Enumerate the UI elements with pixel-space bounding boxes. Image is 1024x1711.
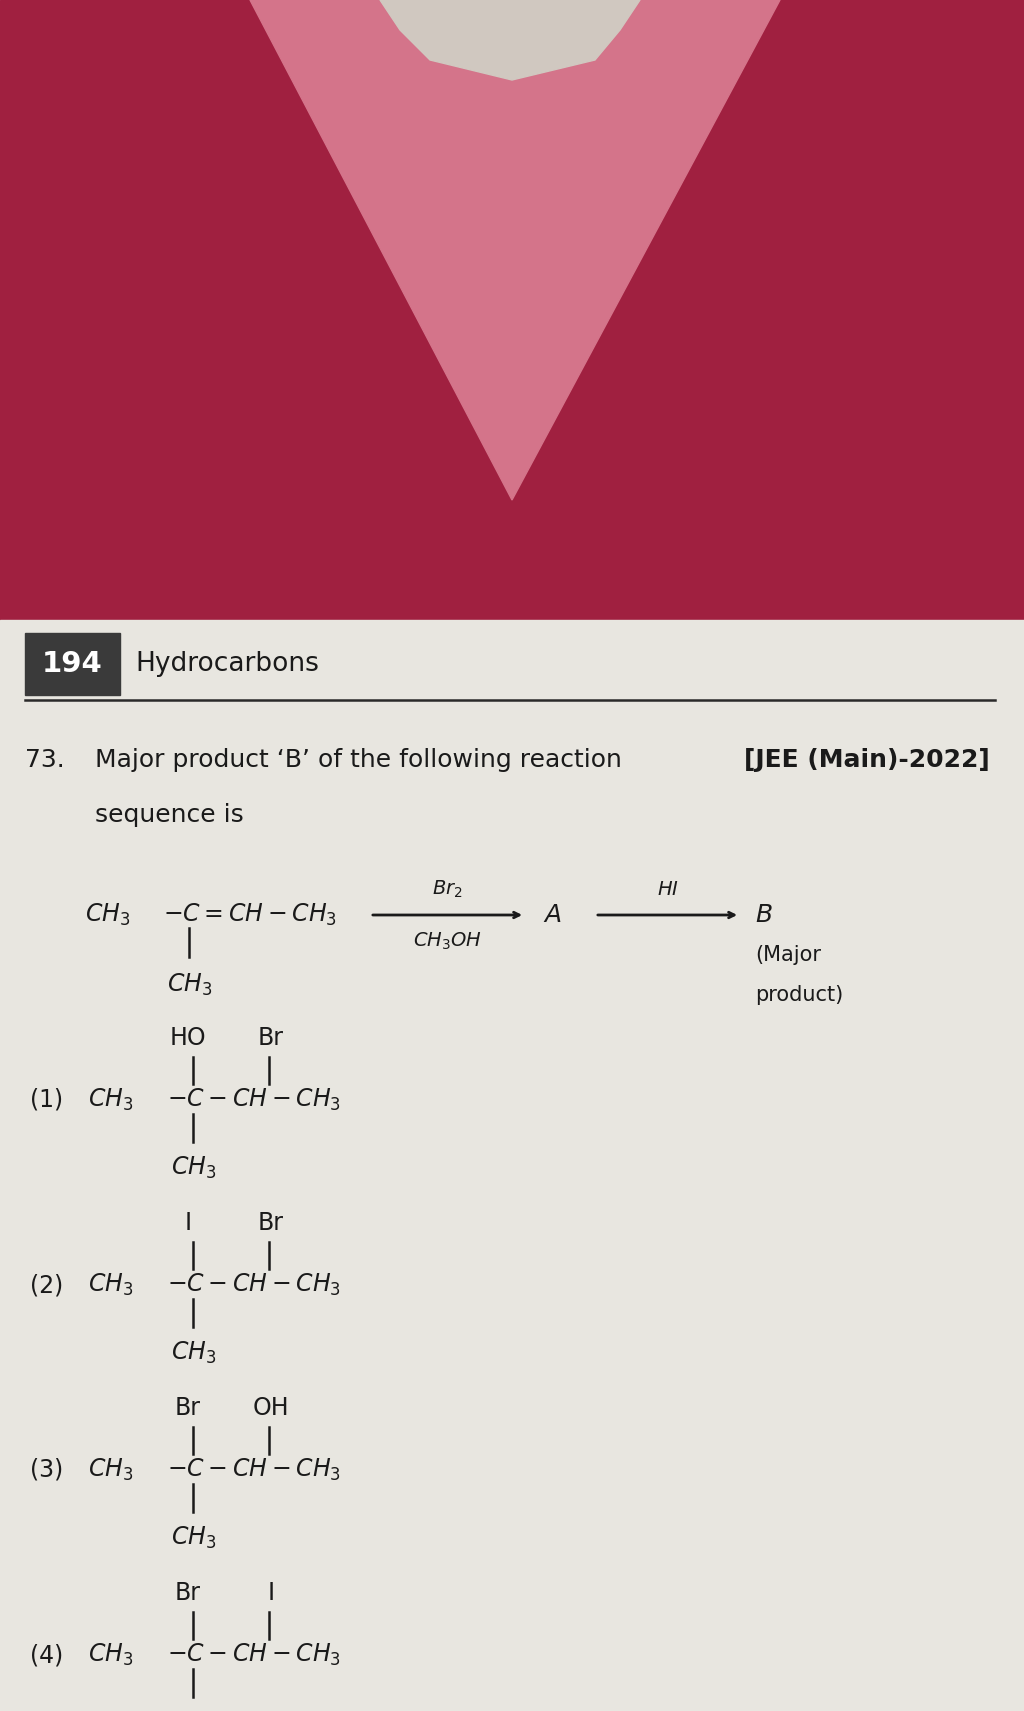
Text: $CH_3$: $CH_3$ (171, 1340, 216, 1365)
Text: (2): (2) (30, 1273, 63, 1297)
Text: 194: 194 (42, 650, 102, 678)
Text: $-C-CH-CH_3$: $-C-CH-CH_3$ (167, 1456, 341, 1483)
Text: $CH_3$: $CH_3$ (88, 1271, 133, 1299)
Text: (Major: (Major (755, 944, 821, 965)
Text: $Br_2$: $Br_2$ (432, 878, 463, 900)
Polygon shape (380, 0, 640, 80)
Text: OH: OH (253, 1396, 290, 1420)
Text: Hydrocarbons: Hydrocarbons (135, 650, 318, 678)
Text: (1): (1) (30, 1088, 63, 1112)
Text: $-C-CH-CH_3$: $-C-CH-CH_3$ (167, 1271, 341, 1299)
Text: $CH_3$: $CH_3$ (171, 1525, 216, 1552)
Text: $CH_3$: $CH_3$ (88, 1456, 133, 1483)
Text: $CH_3$: $CH_3$ (171, 1155, 216, 1181)
Text: Br: Br (258, 1211, 284, 1235)
Text: Br: Br (258, 1027, 284, 1051)
Text: $-C-CH-CH_3$: $-C-CH-CH_3$ (167, 1086, 341, 1114)
Text: $B$: $B$ (755, 903, 773, 927)
Text: $CH_3$: $CH_3$ (88, 1643, 133, 1668)
Bar (0, 0, 1024, 650)
Text: Br: Br (175, 1581, 201, 1605)
Text: (4): (4) (30, 1643, 63, 1667)
Text: I: I (184, 1211, 191, 1235)
Polygon shape (250, 0, 780, 500)
Text: $CH_3$: $CH_3$ (167, 972, 212, 998)
Text: Major product ‘B’ of the following reaction: Major product ‘B’ of the following react… (95, 748, 622, 772)
Text: $CH_3OH$: $CH_3OH$ (413, 931, 482, 951)
Text: $CH_3$: $CH_3$ (88, 1086, 133, 1114)
Text: $-C-CH-CH_3$: $-C-CH-CH_3$ (167, 1643, 341, 1668)
Bar (25, 633, 120, 695)
Text: $HI$: $HI$ (656, 879, 679, 898)
Bar (0, 619, 1024, 1711)
Text: $A$: $A$ (543, 903, 562, 927)
Text: sequence is: sequence is (95, 802, 244, 826)
Text: HO: HO (170, 1027, 206, 1051)
Text: (3): (3) (30, 1458, 63, 1482)
Text: product): product) (755, 986, 843, 1004)
Text: Br: Br (175, 1396, 201, 1420)
Text: 73.: 73. (25, 748, 65, 772)
Text: I: I (267, 1581, 274, 1605)
Text: [JEE (Main)-2022]: [JEE (Main)-2022] (744, 748, 990, 772)
Text: $CH_3$: $CH_3$ (85, 902, 130, 927)
Text: $-C=CH-CH_3$: $-C=CH-CH_3$ (163, 902, 337, 927)
